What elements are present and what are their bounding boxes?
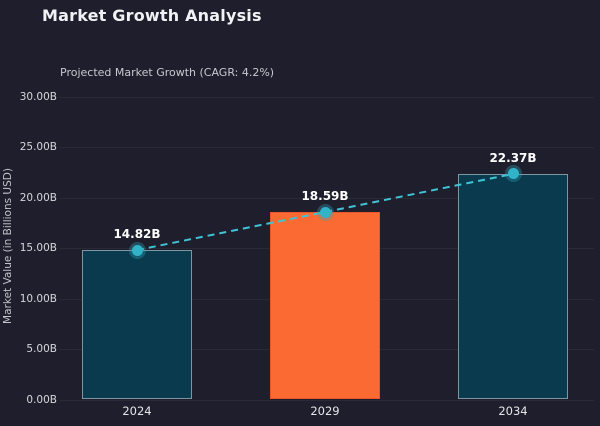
x-tick-label-2029: 2029 — [310, 404, 340, 418]
gridline — [60, 147, 594, 149]
bar-value-label: 22.37B — [489, 150, 537, 165]
y-tick-label: 25.00B — [19, 141, 57, 154]
x-tick-label-2024: 2024 — [122, 404, 152, 418]
x-tick-label-2034: 2034 — [498, 404, 528, 418]
gridline — [60, 399, 594, 401]
trend-marker-2024 — [131, 244, 143, 256]
gridline — [60, 97, 594, 98]
trend-marker-2034 — [507, 168, 519, 180]
bar-2024 — [82, 250, 192, 400]
y-tick-label: 10.00B — [19, 292, 57, 305]
y-tick-label: 5.00B — [26, 343, 57, 356]
y-tick-label: 20.00B — [19, 191, 57, 204]
bar-2029 — [270, 212, 380, 400]
y-tick-label: 30.00B — [19, 91, 57, 103]
bar-value-label: 14.82B — [113, 227, 161, 242]
bar-2034 — [458, 173, 568, 400]
chart-title: Market Growth Analysis — [42, 6, 262, 25]
bar-value-label: 18.59B — [301, 189, 349, 204]
y-tick-label: 0.00B — [26, 393, 57, 406]
chart-subtitle: Projected Market Growth (CAGR: 4.2%) — [60, 66, 275, 79]
y-tick-label: 15.00B — [19, 242, 57, 255]
trend-marker-2029 — [319, 206, 331, 218]
